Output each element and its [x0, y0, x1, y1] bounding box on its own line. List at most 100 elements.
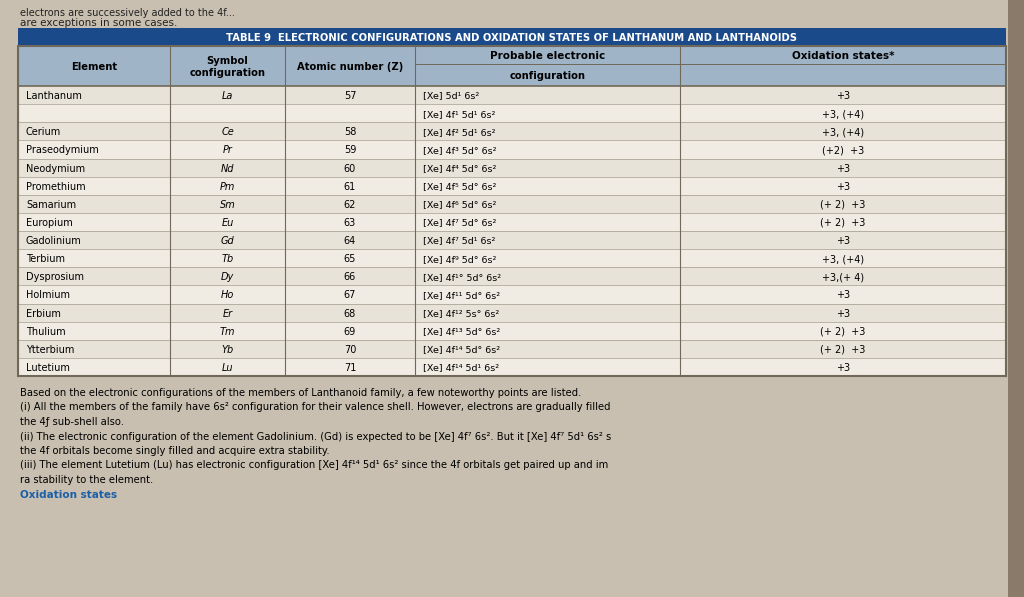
Text: (ii) The electronic configuration of the element Gadolinium. (Gd) is expected to: (ii) The electronic configuration of the…: [20, 432, 611, 442]
Text: Sm: Sm: [219, 200, 236, 210]
Text: Pr: Pr: [222, 146, 232, 155]
Text: [Xe] 4f¹¹ 5d° 6s²: [Xe] 4f¹¹ 5d° 6s²: [423, 291, 500, 300]
Text: are exceptions in some cases.: are exceptions in some cases.: [20, 18, 177, 28]
Text: 57: 57: [344, 91, 356, 101]
Bar: [18, 340, 1006, 358]
Text: [Xe] 4f¹ 5d¹ 6s²: [Xe] 4f¹ 5d¹ 6s²: [423, 110, 496, 119]
Text: Samarium: Samarium: [26, 200, 76, 210]
Text: (i) All the members of the family have 6s² configuration for their valence shell: (i) All the members of the family have 6…: [20, 402, 610, 413]
Text: Erbium: Erbium: [26, 309, 60, 319]
Bar: [18, 322, 1006, 340]
Text: +3: +3: [836, 164, 850, 174]
Text: 63: 63: [344, 218, 356, 228]
Text: Oxidation states*: Oxidation states*: [792, 51, 894, 61]
Text: 67: 67: [344, 290, 356, 300]
Text: Neodymium: Neodymium: [26, 164, 85, 174]
Text: +3: +3: [836, 309, 850, 319]
Text: 70: 70: [344, 345, 356, 355]
Text: Symbol
configuration: Symbol configuration: [189, 56, 265, 78]
Text: 61: 61: [344, 181, 356, 192]
Text: Er: Er: [222, 309, 232, 319]
Text: (+ 2)  +3: (+ 2) +3: [820, 327, 865, 337]
Bar: [18, 213, 1006, 231]
Bar: [18, 122, 1006, 140]
Text: [Xe] 4f¹³ 5d° 6s²: [Xe] 4f¹³ 5d° 6s²: [423, 327, 501, 336]
Text: Dysprosium: Dysprosium: [26, 272, 84, 282]
Text: 60: 60: [344, 164, 356, 174]
Text: Element: Element: [71, 62, 117, 72]
Text: 64: 64: [344, 236, 356, 246]
Text: +3: +3: [836, 91, 850, 101]
Text: 62: 62: [344, 200, 356, 210]
Text: Ytterbium: Ytterbium: [26, 345, 75, 355]
Text: Tm: Tm: [220, 327, 236, 337]
Text: +3, (+4): +3, (+4): [822, 127, 864, 137]
Bar: [18, 104, 1006, 122]
Bar: [1008, 0, 1024, 597]
Text: Oxidation states: Oxidation states: [20, 490, 117, 500]
Text: Gd: Gd: [220, 236, 234, 246]
Text: Promethium: Promethium: [26, 181, 86, 192]
Bar: [18, 285, 1006, 303]
Text: (+ 2)  +3: (+ 2) +3: [820, 200, 865, 210]
Bar: [18, 231, 1006, 249]
Text: 58: 58: [344, 127, 356, 137]
Bar: [18, 267, 1006, 285]
Text: [Xe] 4f⁴ 5d° 6s²: [Xe] 4f⁴ 5d° 6s²: [423, 164, 497, 173]
Text: Ce: Ce: [221, 127, 233, 137]
Text: Nd: Nd: [221, 164, 234, 174]
Text: 68: 68: [344, 309, 356, 319]
Text: [Xe] 4f⁷ 5d¹ 6s²: [Xe] 4f⁷ 5d¹ 6s²: [423, 236, 496, 245]
Text: Pm: Pm: [220, 181, 236, 192]
Text: Terbium: Terbium: [26, 254, 65, 264]
Text: +3,(+ 4): +3,(+ 4): [822, 272, 864, 282]
Text: 66: 66: [344, 272, 356, 282]
Text: Ho: Ho: [221, 290, 234, 300]
Text: Eu: Eu: [221, 218, 233, 228]
Text: the 4f orbitals become singly filled and acquire extra stability.: the 4f orbitals become singly filled and…: [20, 446, 330, 456]
Text: (+ 2)  +3: (+ 2) +3: [820, 218, 865, 228]
Text: Gadolinium: Gadolinium: [26, 236, 82, 246]
Text: [Xe] 4f⁵ 5d° 6s²: [Xe] 4f⁵ 5d° 6s²: [423, 182, 497, 191]
Text: +3, (+4): +3, (+4): [822, 109, 864, 119]
Text: (+2)  +3: (+2) +3: [822, 146, 864, 155]
Text: Cerium: Cerium: [26, 127, 61, 137]
Text: [Xe] 4f⁶ 5d° 6s²: [Xe] 4f⁶ 5d° 6s²: [423, 201, 497, 210]
Bar: [18, 358, 1006, 376]
Text: (iii) The element Lutetium (Lu) has electronic configuration [Xe] 4f¹⁴ 5d¹ 6s² s: (iii) The element Lutetium (Lu) has elec…: [20, 460, 608, 470]
Text: Thulium: Thulium: [26, 327, 66, 337]
Text: [Xe] 4f¹² 5s° 6s²: [Xe] 4f¹² 5s° 6s²: [423, 309, 500, 318]
Text: +3, (+4): +3, (+4): [822, 254, 864, 264]
Text: Lanthanum: Lanthanum: [26, 91, 82, 101]
Bar: [18, 158, 1006, 177]
Text: [Xe] 4f¹⁴ 5d° 6s²: [Xe] 4f¹⁴ 5d° 6s²: [423, 345, 500, 354]
Text: [Xe] 4f³ 5d° 6s²: [Xe] 4f³ 5d° 6s²: [423, 146, 497, 155]
Bar: [18, 177, 1006, 195]
Bar: [18, 86, 1006, 104]
Text: 59: 59: [344, 146, 356, 155]
Text: 69: 69: [344, 327, 356, 337]
Bar: [18, 46, 1006, 86]
Text: configuration: configuration: [510, 71, 586, 81]
Text: Atomic number (Z): Atomic number (Z): [297, 62, 403, 72]
Text: [Xe] 5d¹ 6s²: [Xe] 5d¹ 6s²: [423, 91, 479, 100]
Text: +3: +3: [836, 363, 850, 373]
Text: Probable electronic: Probable electronic: [489, 51, 605, 61]
Text: +3: +3: [836, 181, 850, 192]
Text: Praseodymium: Praseodymium: [26, 146, 98, 155]
Text: Europium: Europium: [26, 218, 73, 228]
Text: [Xe] 4f¹° 5d° 6s²: [Xe] 4f¹° 5d° 6s²: [423, 273, 501, 282]
Text: La: La: [222, 91, 233, 101]
Text: Lu: Lu: [222, 363, 233, 373]
Bar: [18, 195, 1006, 213]
Text: Dy: Dy: [221, 272, 234, 282]
Text: [Xe] 4f⁹ 5d° 6s²: [Xe] 4f⁹ 5d° 6s²: [423, 255, 497, 264]
Text: +3: +3: [836, 236, 850, 246]
Text: Yb: Yb: [221, 345, 233, 355]
Bar: [18, 140, 1006, 158]
Text: (+ 2)  +3: (+ 2) +3: [820, 345, 865, 355]
Text: TABLE 9  ELECTRONIC CONFIGURATIONS AND OXIDATION STATES OF LANTHANUM AND LANTHAN: TABLE 9 ELECTRONIC CONFIGURATIONS AND OX…: [226, 33, 798, 43]
Bar: [18, 303, 1006, 322]
Text: electrons are successively added to the 4f...: electrons are successively added to the …: [20, 8, 234, 18]
Bar: [18, 28, 1006, 46]
